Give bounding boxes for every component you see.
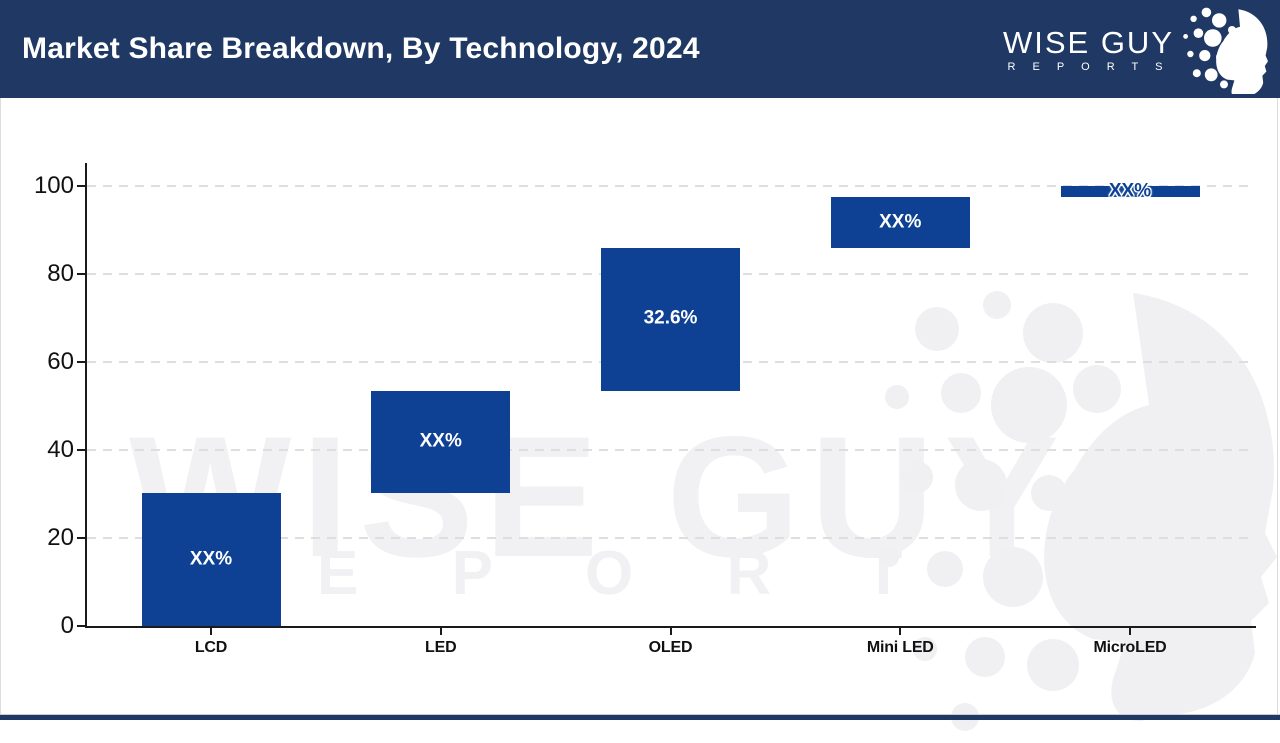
x-tick-mark bbox=[1129, 628, 1131, 635]
x-tick-label: LED bbox=[425, 639, 457, 656]
brand-logo: WISE GUY R E P O R T S bbox=[1003, 6, 1272, 94]
chart-title: Market Share Breakdown, By Technology, 2… bbox=[22, 32, 700, 65]
y-axis-line bbox=[85, 163, 87, 628]
y-tick-mark bbox=[77, 273, 85, 275]
x-tick-label: LCD bbox=[194, 639, 228, 656]
y-tick-mark bbox=[77, 361, 85, 363]
y-tick-label: 60 bbox=[47, 348, 74, 375]
x-tick-mark bbox=[439, 628, 442, 635]
bar-led: XX% bbox=[371, 391, 511, 494]
bar-lcd: XX% bbox=[141, 493, 281, 626]
logo-face-icon bbox=[1183, 7, 1268, 94]
header-bar: Market Share Breakdown, By Technology, 2… bbox=[0, 0, 1280, 98]
x-tick-label: Mini LED bbox=[866, 639, 934, 656]
bar-value-label: XX% bbox=[879, 211, 922, 233]
gridline-40 bbox=[87, 449, 1255, 451]
watermark-face-icon bbox=[879, 291, 1277, 731]
gridline-100 bbox=[87, 185, 1255, 187]
bar-oled: 32.6% bbox=[601, 247, 740, 392]
y-tick-mark bbox=[77, 449, 85, 451]
y-tick-mark bbox=[77, 537, 85, 539]
footer-bar bbox=[0, 714, 1280, 720]
x-tick-label: MicroLED bbox=[1093, 639, 1167, 656]
y-tick-mark bbox=[77, 185, 85, 187]
bar-value-label: XX% bbox=[189, 548, 233, 570]
y-tick-label: 80 bbox=[47, 260, 74, 287]
gridline-20 bbox=[87, 537, 1255, 539]
x-tick-mark bbox=[210, 628, 212, 635]
y-tick-label: 20 bbox=[47, 524, 74, 551]
x-tick-mark bbox=[899, 628, 902, 635]
y-tick-label: 40 bbox=[47, 436, 74, 463]
brand-logo-text: WISE GUY R E P O R T S bbox=[1002, 24, 1174, 74]
x-axis-line bbox=[85, 626, 1256, 628]
bar-mini-led: XX% bbox=[830, 197, 970, 248]
x-tick-mark bbox=[669, 628, 672, 635]
bar-value-label: 32.6% bbox=[643, 307, 698, 329]
plot-area: 0 20 40 60 80 100 XX% LCD XX% LED 32.6% OLED XX% Mini… bbox=[33, 163, 1256, 656]
watermark-text-line1: WISE GUY bbox=[129, 401, 1070, 593]
y-tick-mark bbox=[77, 625, 85, 627]
x-tick-label: OLED bbox=[648, 639, 693, 656]
y-tick-label: 0 bbox=[60, 612, 74, 639]
bar-value-label: XX% bbox=[1108, 180, 1152, 202]
bar-value-label: XX% bbox=[419, 430, 462, 452]
brand-name: WISE GUY bbox=[1002, 24, 1174, 60]
bar-microled: XX% bbox=[1060, 180, 1200, 201]
brand-subtitle: R E P O R T S bbox=[1007, 61, 1170, 74]
y-tick-label: 100 bbox=[33, 172, 74, 199]
